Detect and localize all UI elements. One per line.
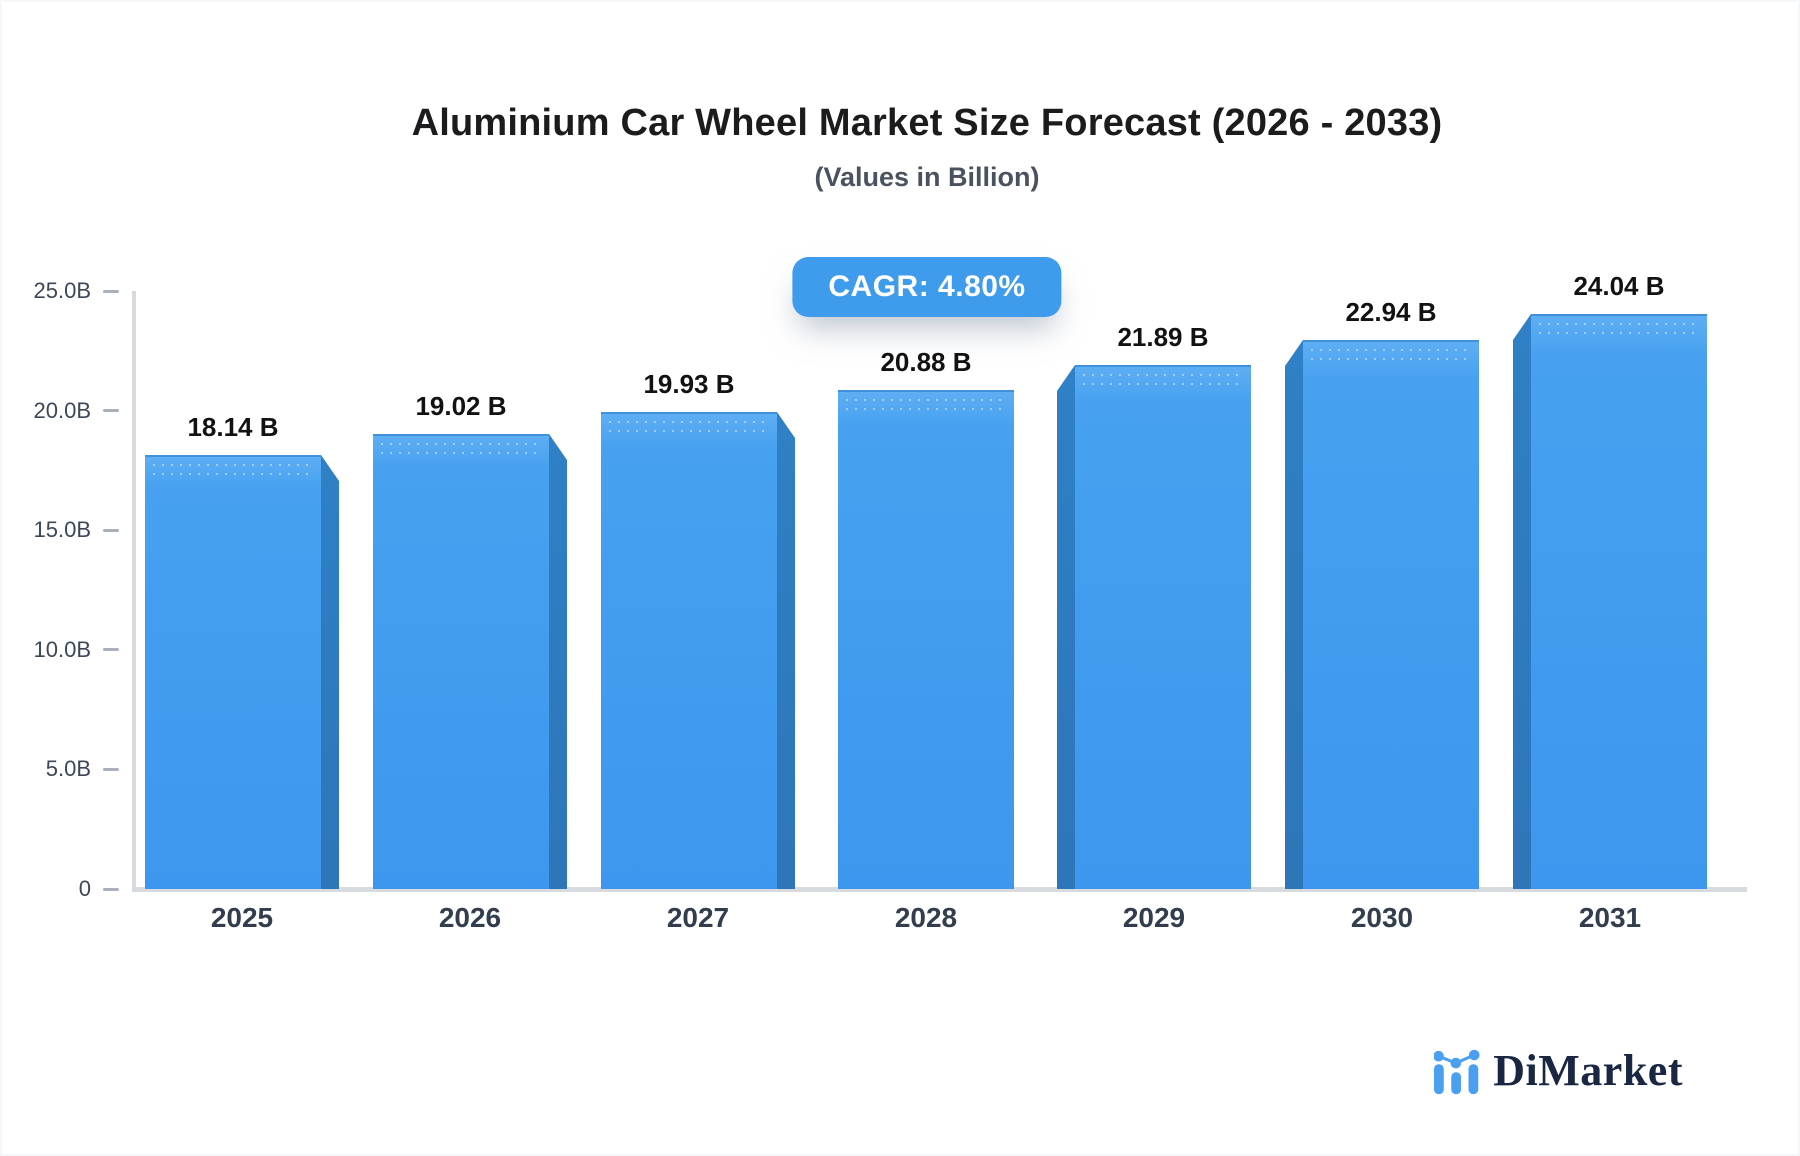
y-axis-tick-mark bbox=[103, 289, 119, 293]
x-axis-label: 2030 bbox=[1350, 902, 1414, 933]
bar-front-face bbox=[1303, 340, 1479, 889]
bar-side-face bbox=[1285, 340, 1303, 889]
bar-2027[interactable] bbox=[601, 412, 795, 889]
bar-side-face bbox=[1057, 365, 1075, 889]
y-axis-tick: 25.0B bbox=[2, 276, 119, 306]
bar-value-label: 18.14 B bbox=[187, 412, 279, 442]
bar-front-face bbox=[838, 390, 1014, 889]
bar-2025[interactable] bbox=[145, 455, 339, 889]
y-axis-tick: 20.0B bbox=[2, 396, 119, 426]
bar-2030[interactable] bbox=[1285, 340, 1479, 889]
bar-2029[interactable] bbox=[1057, 365, 1251, 889]
bar-2028[interactable] bbox=[838, 390, 1014, 889]
y-axis-line bbox=[132, 291, 136, 891]
y-axis-tick-mark bbox=[103, 767, 119, 771]
brand-logo-text: DiMarket bbox=[1493, 1045, 1683, 1095]
bar-front-face bbox=[1531, 314, 1707, 889]
bar-value-label: 19.93 B bbox=[643, 369, 735, 399]
y-axis-tick-label: 20.0B bbox=[33, 397, 92, 423]
bar-2031[interactable] bbox=[1513, 314, 1707, 889]
y-axis-tick-label: 5.0B bbox=[45, 756, 91, 782]
bar-front-face bbox=[145, 455, 321, 889]
bar-side-face bbox=[777, 412, 795, 889]
y-axis-tick-label: 10.0B bbox=[33, 636, 92, 662]
bar-side-face bbox=[549, 434, 567, 889]
bar-side-face bbox=[321, 455, 339, 889]
brand-logo: DiMarket bbox=[1434, 1044, 1683, 1096]
chart-subtitle: (Values in Billion) bbox=[814, 162, 1040, 192]
y-axis-tick-mark bbox=[103, 887, 119, 891]
mini-bar-chart-icon bbox=[1434, 1049, 1480, 1095]
y-axis-tick: 10.0B bbox=[2, 635, 119, 665]
bar-2026[interactable] bbox=[373, 434, 567, 889]
x-axis-label: 2026 bbox=[438, 902, 502, 933]
y-axis-tick: 0 bbox=[2, 874, 119, 904]
cagr-badge: CAGR: 4.80% bbox=[792, 257, 1062, 317]
y-axis-tick-label: 25.0B bbox=[33, 278, 92, 303]
bar-value-label: 20.88 B bbox=[880, 347, 972, 377]
y-axis-tick-mark bbox=[103, 409, 119, 413]
y-axis-tick-mark bbox=[103, 528, 119, 532]
bar-side-face bbox=[1513, 314, 1531, 889]
y-axis-tick-label: 15.0B bbox=[33, 517, 92, 543]
bar-value-label: 19.02 B bbox=[415, 391, 507, 421]
bar-front-face bbox=[1075, 365, 1251, 889]
x-axis-label: 2031 bbox=[1578, 902, 1642, 933]
y-axis-tick: 5.0B bbox=[2, 754, 119, 784]
x-axis-baseline bbox=[132, 887, 1747, 892]
bar-value-label: 21.89 B bbox=[1117, 322, 1209, 352]
bar-value-label: 24.04 B bbox=[1573, 271, 1665, 301]
y-axis-tick: 15.0B bbox=[2, 515, 119, 545]
y-axis-tick-label: 0 bbox=[78, 876, 91, 901]
x-axis-label: 2025 bbox=[210, 902, 274, 933]
x-axis-label: 2027 bbox=[666, 902, 730, 933]
bar-front-face bbox=[601, 412, 777, 889]
y-axis-tick-mark bbox=[103, 648, 119, 652]
x-axis-label: 2029 bbox=[1122, 902, 1186, 933]
x-axis-label: 2028 bbox=[894, 902, 958, 933]
bar-front-face bbox=[373, 434, 549, 889]
bar-value-label: 22.94 B bbox=[1345, 297, 1437, 327]
chart-title: Aluminium Car Wheel Market Size Forecast… bbox=[411, 102, 1443, 144]
